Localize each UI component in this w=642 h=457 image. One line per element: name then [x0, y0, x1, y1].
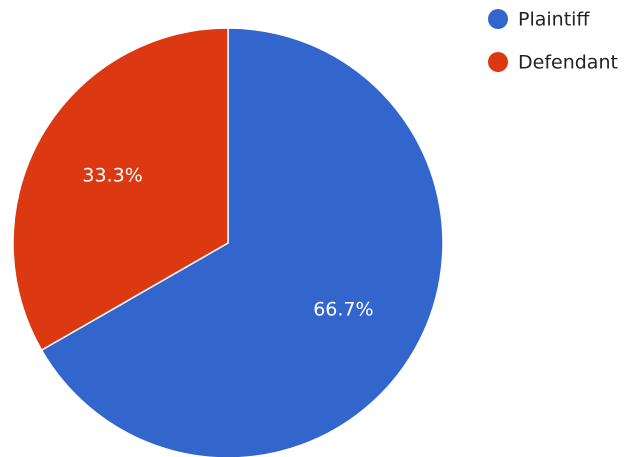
slice-label-plaintiff: 66.7% — [313, 298, 373, 320]
pie-slice-plaintiff[interactable] — [40, 27, 444, 457]
slice-label-defendant: 33.3% — [82, 165, 142, 187]
pie-slice-labels: 66.7% 33.3% — [82, 165, 373, 321]
legend-swatch-defendant — [488, 52, 508, 72]
legend-item-defendant[interactable]: Defendant — [488, 52, 618, 74]
pie-slices — [12, 27, 444, 457]
pie-slice-defendant[interactable] — [12, 27, 229, 352]
legend-swatch-plaintiff — [488, 9, 508, 29]
legend-label-defendant: Defendant — [518, 52, 618, 74]
legend: Plaintiff Defendant — [488, 9, 618, 74]
legend-item-plaintiff[interactable]: Plaintiff — [488, 9, 590, 31]
legend-label-plaintiff: Plaintiff — [518, 9, 590, 31]
